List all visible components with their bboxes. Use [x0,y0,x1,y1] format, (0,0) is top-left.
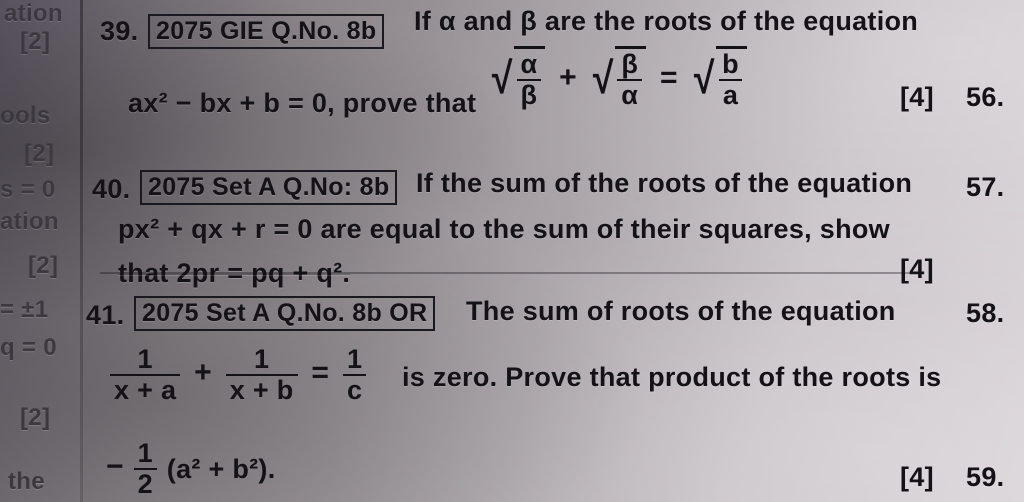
equals-sign: = [305,356,335,390]
plus-sign: + [553,61,583,95]
frac-num: 1 [343,346,366,374]
q39-tag-box: 2075 GIE Q.No. 8b [148,14,384,49]
frac: 1 c [343,346,366,404]
page-rule [100,272,912,274]
frac-den: β [517,79,542,109]
q41-tag-box: 2075 Set A Q.No. 8b OR [134,296,435,331]
margin-text: = ±1 [0,296,48,324]
q39-number: 39. [100,16,138,47]
right-col-num: 59. [966,462,1004,493]
right-col-num: 58. [966,298,1004,329]
frac-den: c [343,374,366,404]
frac-den: a [719,79,742,109]
sqrt-icon: √ba [692,48,747,111]
frac-num: 1 [134,440,157,468]
sqrt-icon: √αβ [490,48,545,111]
right-col-num: 56. [966,82,1004,113]
margin-text: s = 0 [0,176,56,204]
margin-text: [2] [20,28,50,56]
q39-eq-text: ax² − bx + b = 0, prove that [128,88,476,119]
q41-result: − 1 2 (a² + b²). [104,440,276,498]
q39-marks: [4] [900,82,934,113]
q40-number: 40. [92,174,130,205]
margin-text: ation [4,0,63,28]
margin-text: ools [0,102,51,130]
q41-line2: is zero. Prove that product of the roots… [402,362,941,393]
frac-den: x + b [226,374,298,404]
margin-text: ation [0,208,59,236]
q41-number: 41. [86,300,124,331]
q41-tail: (a² + b²). [165,454,276,485]
q40-marks: [4] [900,254,934,285]
frac: 1 2 [134,440,157,498]
q40-line1: If the sum of the roots of the equation [416,168,912,199]
frac-num: 1 [250,346,273,374]
frac-num: 1 [133,346,156,374]
frac-num: β [617,51,642,79]
right-col-num: 57. [966,172,1004,203]
equals-sign: = [654,61,684,95]
margin-text: q = 0 [0,334,57,362]
sqrt-icon: √βα [591,48,646,111]
margin-text: [2] [24,140,54,168]
q39-formula: √αβ + √βα = √ba [490,48,747,111]
q39-tag: 2075 GIE Q.No. 8b [148,14,384,49]
q40-line2: px² + qx + r = 0 are equal to the sum of… [118,214,890,245]
q41-line1: The sum of roots of the equation [466,296,896,327]
margin-text: the [8,468,45,496]
margin-text: [2] [20,404,50,432]
frac: 1 x + a [110,346,180,404]
frac: 1 x + b [226,346,298,404]
frac-num: α [516,51,541,79]
q41-equation: 1 x + a + 1 x + b = 1 c [110,346,366,404]
minus-sign: − [104,450,126,484]
page-fold [80,0,83,502]
q40-tag-box: 2075 Set A Q.No: 8b [140,170,397,205]
q41-marks: [4] [900,462,934,493]
margin-text: [2] [28,252,58,280]
frac-den: x + a [110,374,180,404]
frac-den: α [617,79,642,109]
plus-sign: + [188,356,218,390]
q41-tag: 2075 Set A Q.No. 8b OR [134,296,435,331]
textbook-page-scan: { "margin": { "r1": "ation", "r2": "[2]"… [0,0,1024,502]
frac-num: b [718,51,743,79]
q39-lead: If α and β are the roots of the equation [414,6,918,37]
q40-tag: 2075 Set A Q.No: 8b [140,170,397,205]
frac-den: 2 [134,468,157,498]
